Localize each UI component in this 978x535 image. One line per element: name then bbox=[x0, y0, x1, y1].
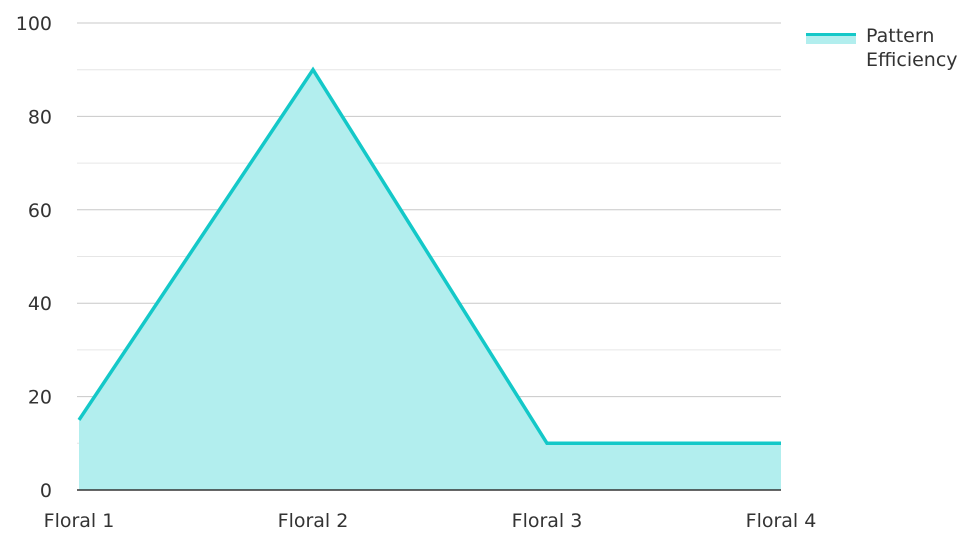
series-area-fill bbox=[79, 70, 781, 490]
legend-swatch-line bbox=[806, 33, 856, 36]
legend-swatch bbox=[806, 26, 856, 46]
x-tick-label: Floral 2 bbox=[278, 510, 349, 531]
x-tick-label: Floral 1 bbox=[44, 510, 115, 531]
y-tick-label: 100 bbox=[16, 13, 52, 35]
legend-label-pattern-efficiency: Pattern Efficiency bbox=[866, 24, 978, 72]
y-tick-label: 20 bbox=[28, 387, 52, 409]
y-tick-label: 0 bbox=[40, 480, 52, 502]
y-tick-label: 80 bbox=[28, 106, 52, 128]
series-area-group bbox=[79, 70, 781, 490]
x-tick-labels: Floral 1 Floral 2 Floral 3 Floral 4 bbox=[44, 510, 817, 531]
y-tick-label: 60 bbox=[28, 200, 52, 222]
y-tick-label: 40 bbox=[28, 293, 52, 315]
x-tick-label: Floral 3 bbox=[512, 510, 583, 531]
x-tick-label: Floral 4 bbox=[746, 510, 817, 531]
y-tick-labels: 0 20 40 60 80 100 bbox=[16, 13, 52, 502]
legend: Pattern Efficiency bbox=[806, 24, 978, 72]
